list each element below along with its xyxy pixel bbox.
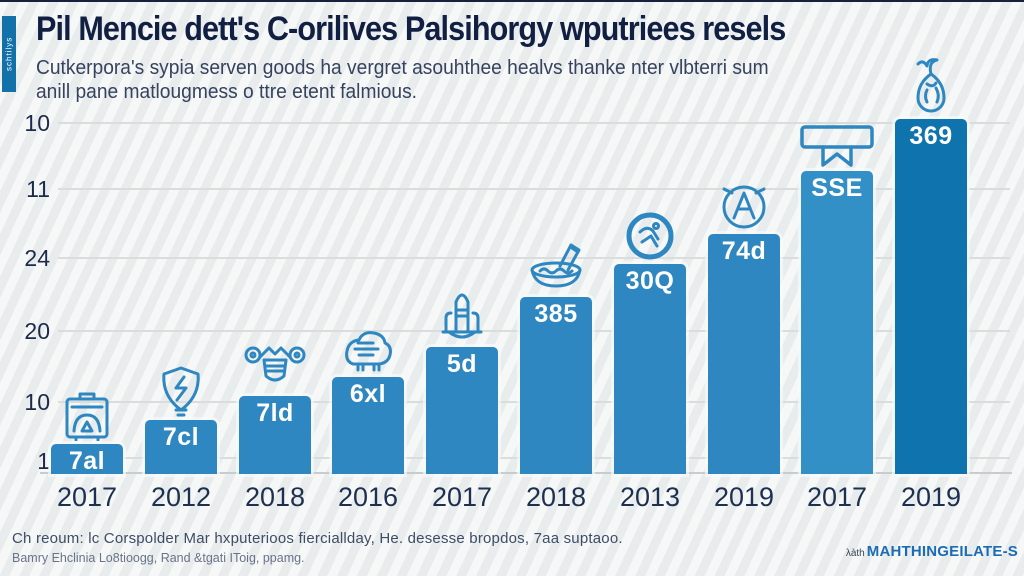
award-ribbon-icon	[799, 124, 875, 168]
brand-mark: λàth MAHTHINGEILATE-S	[846, 543, 1018, 561]
y-axis-tick: 20	[24, 318, 50, 344]
header: Pil Mencie dett's C-orilives Palsihorgy …	[36, 10, 996, 104]
bar-group-2012-7cl: 7cl 2012	[145, 365, 217, 512]
bowl-pencil-icon	[527, 240, 585, 294]
footer-note-line-2: Bamry Ehclinia Lo8tioogg, Rand &tgati IT…	[12, 551, 305, 565]
x-axis-label: 2013	[619, 482, 681, 512]
rocket-flask-icon	[436, 286, 488, 344]
bar-value-label: 6xl	[349, 380, 387, 408]
x-axis-label: 2019	[713, 482, 775, 512]
bar: 7ld	[239, 396, 311, 474]
bar-value-label: 5d	[446, 350, 478, 378]
page-title: Pil Mencie dett's C-orilives Palsihorgy …	[36, 10, 786, 48]
y-axis-tick: 11	[26, 176, 50, 202]
x-axis-label: 2017	[56, 482, 118, 512]
bar-value-label: SSE	[811, 174, 863, 202]
x-axis-label: 2012	[150, 482, 212, 512]
bar-group-2018-7ld: 7ld 2018	[239, 343, 311, 512]
bar-group-2017-5d: 5d 2017	[426, 286, 498, 512]
top-border	[0, 0, 1024, 2]
footer-note-line-1: Ch reoum: lc Corspolder Mar hxputerioos …	[12, 530, 623, 547]
page-subtitle: Cutkerpora's sypia serven goods ha vergr…	[36, 56, 958, 104]
y-axis-tick: 1	[37, 448, 50, 474]
kiln-box-icon	[64, 389, 110, 442]
x-axis-label: 2017	[806, 482, 868, 512]
bar-value-label: 74d	[721, 237, 767, 265]
bar-group-2019-369: 369 2019	[895, 58, 967, 512]
gridline	[58, 257, 1010, 259]
bar: 385	[520, 297, 592, 474]
x-axis-label: 2019	[900, 482, 962, 512]
bar-value-label: 7al	[68, 447, 106, 475]
subtitle-line-1: Cutkerpora's sypia serven goods ha vergr…	[36, 57, 769, 79]
bar-group-2017-7al: 7al 2017	[51, 389, 123, 512]
bar-value-label: 30Q	[625, 267, 675, 295]
gridline	[58, 188, 1010, 190]
bar-group-2017-sse: SSE 2017	[799, 124, 875, 512]
bar-group-2013-30q: 30Q 2013	[614, 211, 686, 512]
circled-a-icon	[719, 181, 769, 231]
brand-prefix: λàth	[845, 548, 865, 559]
footer: Ch reoum: lc Corspolder Mar hxputerioos …	[12, 530, 772, 565]
y-axis-tick: 10	[24, 110, 50, 136]
bar-value-label: 385	[534, 300, 578, 328]
column-capital-icon	[244, 343, 306, 393]
bar-value-label: 7cl	[162, 423, 200, 451]
y-axis-tick: 24	[24, 245, 50, 271]
bar: 7al	[51, 444, 123, 475]
x-axis-label: 2018	[244, 482, 306, 512]
subtitle-line-2: anill pane matlougmess o ttre etent falm…	[36, 81, 417, 103]
bar: 5d	[426, 347, 498, 474]
shield-doodle-icon	[158, 365, 204, 417]
bar-value-label: 7ld	[256, 399, 294, 427]
gridline	[58, 122, 1010, 124]
side-ribbon: schtilys	[2, 16, 16, 92]
bar: 369	[895, 119, 967, 474]
bar-value-label: 369	[909, 122, 953, 150]
bar: 74d	[708, 234, 780, 474]
cloud-animal-icon	[343, 326, 393, 374]
brand-name: MAHTHINGEILATE-S	[866, 543, 1018, 560]
onion-doodle-icon	[908, 58, 954, 116]
x-axis-label: 2017	[431, 482, 493, 512]
x-axis-label: 2016	[337, 482, 399, 512]
x-axis-label: 2018	[525, 482, 587, 512]
bar: SSE	[801, 171, 873, 474]
bar-group-2018-385: 385 2018	[520, 240, 592, 512]
bar: 7cl	[145, 420, 217, 474]
circled-figure-icon	[625, 211, 675, 261]
bar: 6xl	[332, 377, 404, 474]
bar-group-2016-6xl: 6xl 2016	[332, 326, 404, 512]
bar-group-2019-74d: 74d 2019	[708, 181, 780, 512]
bar: 30Q	[614, 264, 686, 474]
y-axis-tick: 10	[24, 389, 50, 415]
